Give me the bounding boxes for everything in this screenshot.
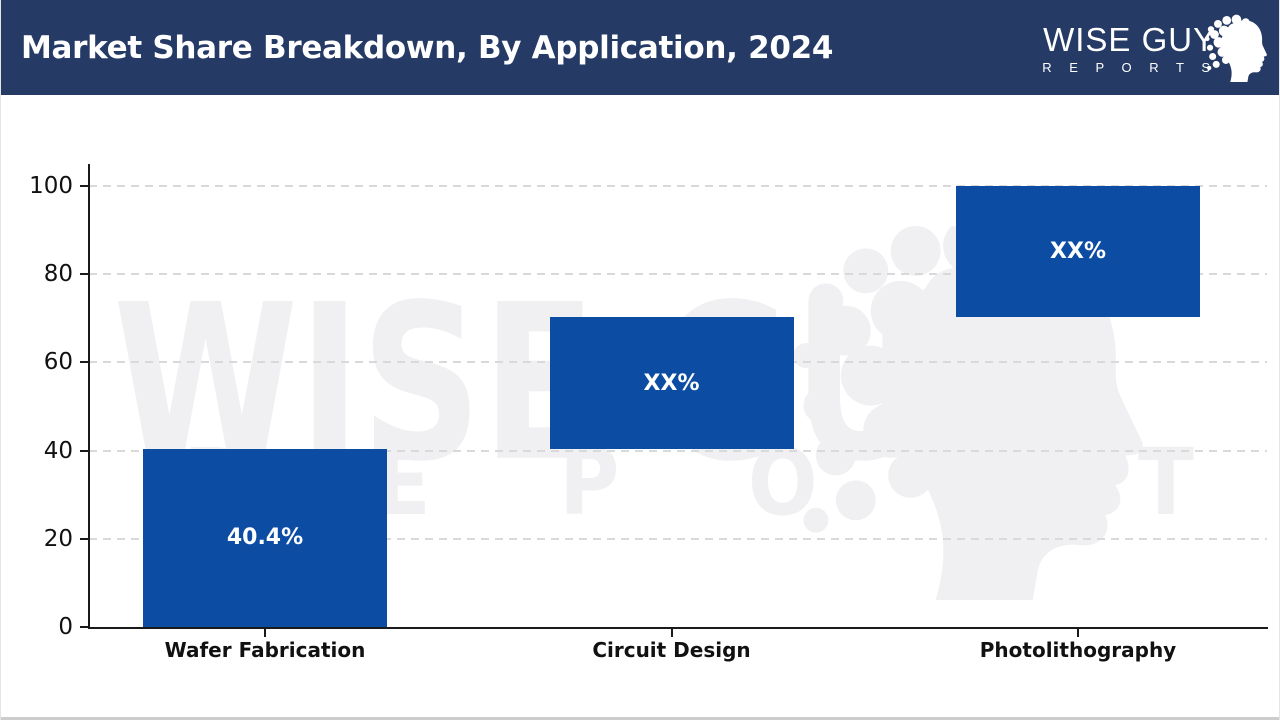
gridline-20 (89, 537, 1267, 540)
bar-value-label-photolithography: XX% (1050, 239, 1106, 265)
bar-value-label-circuit-design: XX% (643, 370, 700, 396)
y-tick-label-0: 0 (58, 614, 73, 640)
y-tick-label-60: 60 (43, 349, 73, 376)
y-tick-mark-80 (80, 273, 88, 276)
x-tick-label-photolithography: Photolithography (979, 638, 1177, 662)
y-tick-mark-20 (80, 537, 88, 540)
y-tick-label-20: 20 (43, 525, 73, 552)
x-tick-label-circuit-design: Circuit Design (592, 638, 751, 662)
x-tick-label-wafer-fabrication: Wafer Fabrication (164, 638, 366, 662)
bar-photolithography: XX% (956, 186, 1200, 318)
header-bar: Market Share Breakdown, By Application, … (1, 0, 1279, 95)
gridline-80 (89, 273, 1267, 276)
y-tick-label-100: 100 (29, 173, 73, 199)
logo-wiseguy-text: WISE GUY (1043, 21, 1217, 59)
x-tick-mark-circuit-design (670, 629, 673, 637)
logo-text: WISE GUY R E P O R T S (1042, 23, 1217, 75)
bar-circuit-design: XX% (549, 317, 794, 449)
chart-title: Market Share Breakdown, By Application, … (21, 29, 834, 66)
x-tick-mark-wafer-fabrication (264, 629, 266, 637)
x-axis-line (88, 627, 1268, 629)
bar-value-label-wafer-fabrication: 40.4% (226, 525, 304, 551)
watermark-head-icon (793, 226, 1143, 600)
gridline-100 (89, 185, 1267, 187)
x-tick-mark-photolithography (1077, 629, 1079, 637)
y-axis-line (88, 164, 90, 629)
gridline-40 (89, 449, 1267, 452)
y-tick-mark-60 (80, 361, 88, 364)
bar-wafer-fabrication: 40.4% (143, 448, 387, 627)
y-tick-mark-100 (80, 185, 88, 187)
y-tick-label-40: 40 (43, 437, 73, 464)
bottom-border-line (1, 717, 1279, 720)
logo-reports-text: R E P O R T S (1042, 59, 1217, 75)
logo-head-icon (1205, 14, 1267, 82)
y-tick-mark-0 (80, 626, 88, 628)
plot-area: 0 20 40 60 80 100 40.4% XX% XX% Wafer Fabricati… (1, 95, 1279, 720)
y-tick-mark-40 (80, 449, 88, 452)
wiseguy-logo: WISE GUY R E P O R T S (1042, 6, 1269, 92)
y-tick-label-80: 80 (43, 261, 73, 288)
